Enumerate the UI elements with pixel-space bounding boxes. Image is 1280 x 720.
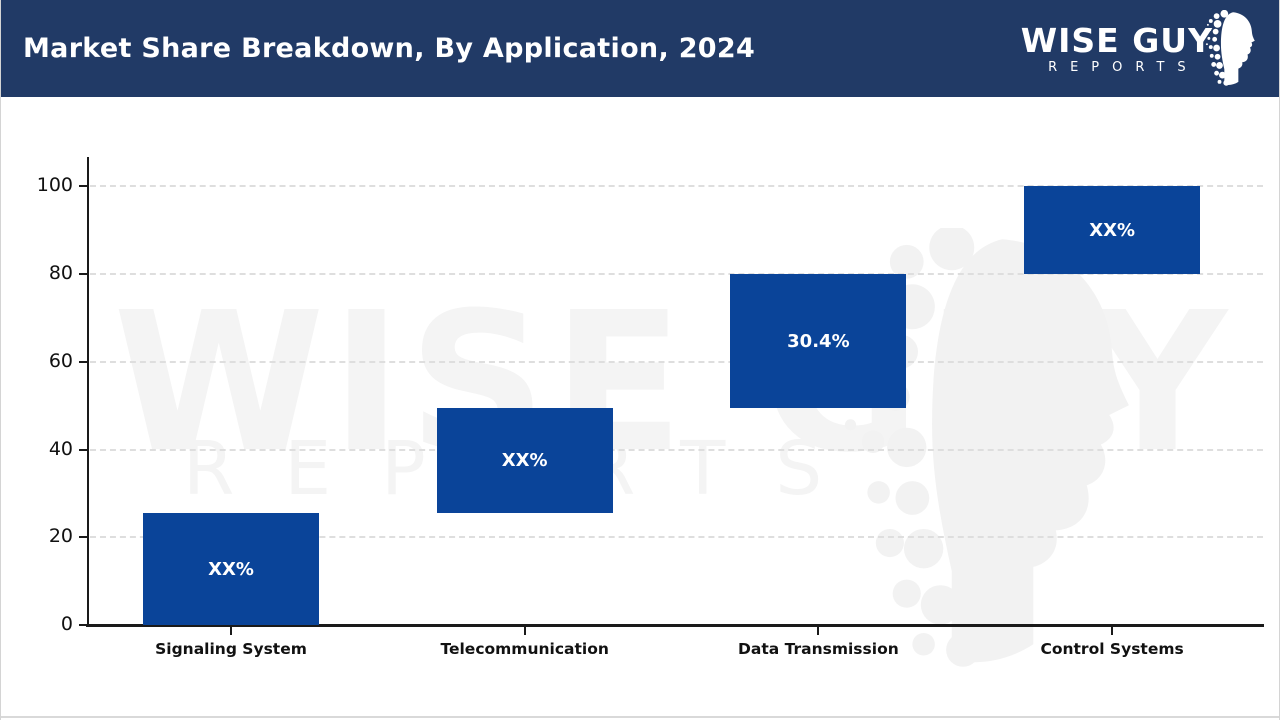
bar-data-transmission: 30.4% [730,274,907,408]
header-band: Market Share Breakdown, By Application, … [1,0,1279,97]
bar-signaling-system: XX% [143,512,319,626]
x-category-label-1: Telecommunication [440,640,609,658]
gridline-100 [90,184,1263,187]
bar-value-label: XX% [1089,219,1135,241]
gridline-20 [90,536,1263,539]
x-tick-mark-3 [1111,627,1114,635]
x-tick-mark-1 [523,627,526,635]
y-tick-mark-80 [79,272,88,275]
y-tick-label-100: 100 [36,173,73,196]
bar-value-label: XX% [208,558,254,580]
gridline-60 [90,360,1263,363]
bar-value-label: XX% [501,449,548,471]
logo-wordmark: WISE GUY [1020,20,1213,60]
bar-telecommunication: XX% [436,407,613,513]
y-tick-mark-100 [79,184,88,187]
y-tick-mark-40 [79,448,88,451]
bar-value-label: 30.4% [787,330,850,352]
page-title: Market Share Breakdown, By Application, … [23,33,756,64]
logo-subtext: REPORTS [1048,59,1199,75]
x-category-label-3: Control Systems [1040,640,1184,658]
y-axis-spine [87,157,89,626]
y-tick-mark-20 [79,536,88,539]
dotted-face-profile-icon [1205,9,1255,86]
y-tick-mark-60 [79,360,88,363]
y-tick-label-0: 0 [60,613,73,636]
gridline-80 [90,272,1263,275]
y-tick-mark-0 [79,624,88,627]
y-tick-label-40: 40 [48,437,73,460]
bottom-border-rule [1,716,1279,718]
bar-control-systems: XX% [1024,185,1201,275]
y-tick-label-60: 60 [48,349,73,372]
gridline-40 [90,448,1263,451]
logo-text: WISE GUY REPORTS [1021,24,1213,74]
x-category-label-0: Signaling System [155,640,307,658]
x-tick-mark-2 [817,627,820,635]
y-tick-label-80: 80 [48,261,73,284]
x-tick-mark-0 [230,627,232,635]
y-tick-label-20: 20 [48,525,73,548]
x-axis-spine [86,624,1264,627]
wiseguy-logo: WISE GUY REPORTS [1021,9,1263,88]
x-category-label-2: Data Transmission [738,640,899,658]
